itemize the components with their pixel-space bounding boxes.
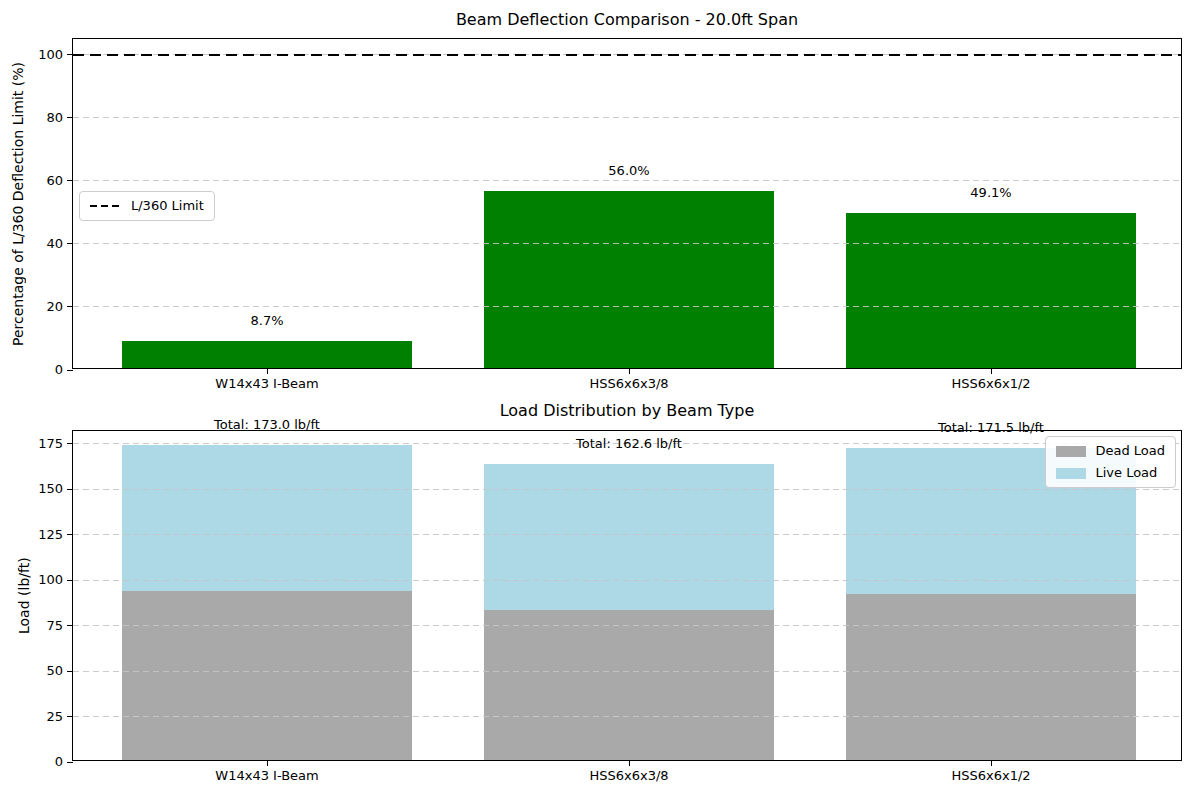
x-tick-mark bbox=[991, 760, 992, 766]
x-tick-label: W14x43 I-Beam bbox=[82, 768, 452, 783]
load-legend: Dead Load Live Load bbox=[1045, 436, 1176, 488]
grid-line bbox=[73, 625, 1181, 626]
value-label: 56.0% bbox=[549, 164, 709, 178]
y-tick-label: 125 bbox=[11, 527, 63, 543]
x-tick-mark bbox=[629, 760, 630, 766]
grid-line bbox=[73, 580, 1181, 581]
y-tick-label: 0 bbox=[11, 754, 63, 770]
y-tick-label: 80 bbox=[11, 110, 63, 126]
legend-item-label: Dead Load bbox=[1095, 443, 1165, 459]
grid-line bbox=[73, 489, 1181, 490]
legend-item-label: L/360 Limit bbox=[131, 198, 204, 214]
y-tick-label: 50 bbox=[11, 663, 63, 679]
deflection-legend: L/360 Limit bbox=[79, 191, 215, 221]
bar-dead-load bbox=[846, 594, 1136, 760]
legend-item: Live Load bbox=[1056, 465, 1165, 481]
live-load-swatch bbox=[1056, 468, 1086, 479]
y-tick-label: 40 bbox=[11, 236, 63, 252]
bar-dead-load bbox=[484, 610, 774, 760]
y-tick-label: 150 bbox=[11, 481, 63, 497]
y-tick-mark bbox=[67, 762, 73, 763]
grid-line bbox=[73, 117, 1181, 118]
y-tick-mark bbox=[67, 370, 73, 371]
x-tick-mark bbox=[991, 368, 992, 374]
y-tick-label: 25 bbox=[11, 709, 63, 725]
y-tick-label: 20 bbox=[11, 299, 63, 315]
total-label: Total: 162.6 lb/ft bbox=[519, 437, 739, 451]
bar-dead-load bbox=[122, 591, 412, 760]
value-label: 8.7% bbox=[187, 314, 347, 328]
bar-live-load bbox=[484, 464, 774, 609]
y-tick-label: 60 bbox=[11, 173, 63, 189]
grid-line bbox=[73, 306, 1181, 307]
bar-live-load bbox=[122, 445, 412, 590]
grid-line bbox=[73, 180, 1181, 181]
grid-line bbox=[73, 716, 1181, 717]
deflection-bar bbox=[846, 213, 1136, 368]
x-tick-label: HSS6x6x1/2 bbox=[806, 376, 1176, 391]
total-label: Total: 171.5 lb/ft bbox=[881, 421, 1101, 435]
dashed-line-marker bbox=[90, 205, 122, 207]
y-tick-label: 100 bbox=[11, 47, 63, 63]
y-tick-label: 0 bbox=[11, 362, 63, 378]
total-label: Total: 173.0 lb/ft bbox=[157, 418, 377, 432]
x-tick-mark bbox=[267, 368, 268, 374]
dead-load-swatch bbox=[1056, 446, 1086, 457]
x-tick-mark bbox=[267, 760, 268, 766]
x-tick-label: HSS6x6x1/2 bbox=[806, 768, 1176, 783]
legend-item: Dead Load bbox=[1056, 443, 1165, 459]
x-tick-label: HSS6x6x3/8 bbox=[444, 376, 814, 391]
deflection-bar bbox=[122, 341, 412, 368]
y-tick-label: 100 bbox=[11, 572, 63, 588]
grid-line bbox=[73, 243, 1181, 244]
deflection-chart-title: Beam Deflection Comparison - 20.0ft Span bbox=[72, 10, 1182, 29]
y-tick-label: 175 bbox=[11, 436, 63, 452]
deflection-bar bbox=[484, 191, 774, 368]
x-tick-label: W14x43 I-Beam bbox=[82, 376, 452, 391]
y-tick-label: 75 bbox=[11, 618, 63, 634]
legend-item: L/360 Limit bbox=[90, 198, 204, 214]
legend-item-label: Live Load bbox=[1095, 465, 1157, 481]
load-plot-area: Dead Load Live Load 0255075100125150175T… bbox=[72, 430, 1182, 761]
deflection-plot-area: L/360 Limit 0204060801008.7%W14x43 I-Bea… bbox=[72, 38, 1182, 369]
value-label: 49.1% bbox=[911, 186, 1071, 200]
x-tick-mark bbox=[629, 368, 630, 374]
figure-canvas: Beam Deflection Comparison - 20.0ft Span… bbox=[0, 0, 1200, 800]
deflection-limit-line bbox=[73, 54, 1181, 56]
grid-line bbox=[73, 534, 1181, 535]
x-tick-label: HSS6x6x3/8 bbox=[444, 768, 814, 783]
grid-line bbox=[73, 671, 1181, 672]
deflection-y-axis-label: Percentage of L/360 Deflection Limit (%) bbox=[10, 38, 26, 369]
